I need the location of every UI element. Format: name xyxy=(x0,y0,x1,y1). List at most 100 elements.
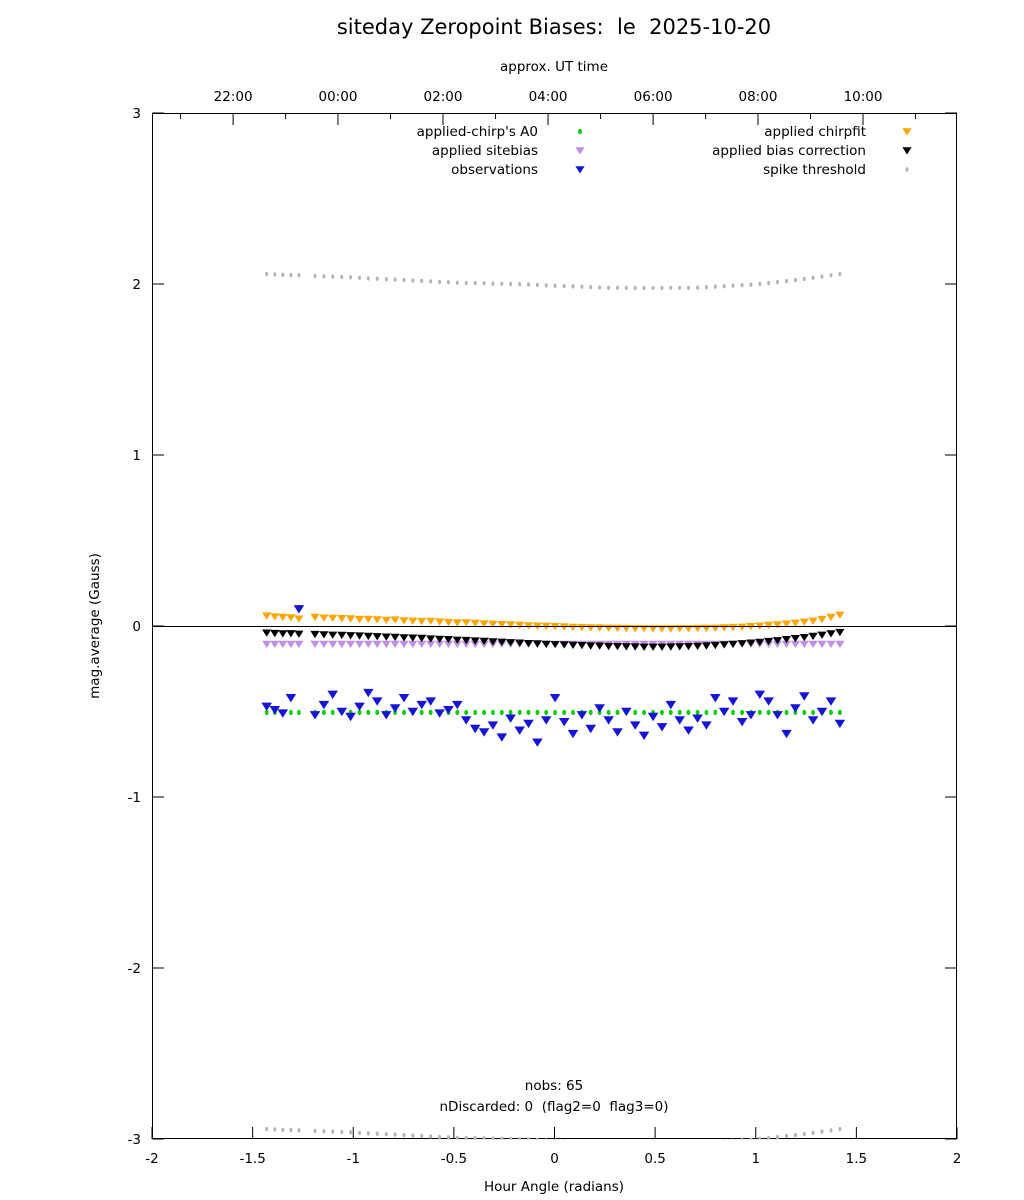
data-point xyxy=(604,624,614,632)
x-tick-label: 0 xyxy=(550,1151,559,1167)
data-point xyxy=(455,709,460,716)
x-tick-label: -1 xyxy=(347,1151,360,1167)
data-point xyxy=(452,700,463,710)
data-point xyxy=(838,709,842,716)
data-point xyxy=(461,619,471,627)
data-point xyxy=(790,704,801,713)
data-point xyxy=(625,1141,628,1145)
data-point xyxy=(686,709,691,716)
data-point xyxy=(340,1129,344,1135)
data-point xyxy=(544,709,549,716)
data-points xyxy=(261,271,846,1145)
data-point xyxy=(586,624,596,632)
data-point xyxy=(428,709,433,716)
data-point xyxy=(799,618,809,626)
nobs-annotation: nobs: 65 xyxy=(525,1078,583,1094)
x2-tick-label: 10:00 xyxy=(844,89,883,105)
legend: applied-chirp's A0 applied sitebias observ… xyxy=(417,124,912,178)
data-point xyxy=(390,640,400,648)
data-point xyxy=(313,1128,317,1134)
x2-axis-title: approx. UT time xyxy=(500,59,608,75)
data-point xyxy=(443,640,453,648)
data-point xyxy=(714,1140,717,1144)
data-point xyxy=(790,635,800,643)
data-point xyxy=(713,709,718,716)
data-point xyxy=(281,1127,285,1133)
data-point xyxy=(790,640,800,648)
data-point xyxy=(473,709,478,716)
data-point xyxy=(408,617,418,625)
data-point xyxy=(346,615,356,623)
data-point xyxy=(826,640,836,648)
data-point xyxy=(668,709,673,716)
x-axis-title: Hour Angle (radians) xyxy=(484,1179,624,1195)
legend-label: applied sitebias xyxy=(432,143,538,159)
data-point xyxy=(633,285,637,291)
data-point xyxy=(719,624,729,632)
data-point xyxy=(624,285,628,291)
data-point xyxy=(389,704,401,713)
legend-label: applied bias correction xyxy=(712,143,866,159)
data-point xyxy=(322,274,326,279)
data-point xyxy=(535,709,540,716)
x2-tick-label: 04:00 xyxy=(529,89,568,105)
data-point xyxy=(710,641,720,650)
data-point xyxy=(514,726,525,735)
data-point xyxy=(497,638,507,646)
data-point xyxy=(603,716,614,725)
data-point xyxy=(589,284,593,290)
data-point xyxy=(354,615,365,624)
data-point xyxy=(553,1138,557,1140)
data-point xyxy=(390,633,400,642)
data-point xyxy=(634,1141,637,1145)
data-point xyxy=(737,623,747,631)
data-point xyxy=(838,271,842,277)
x-tick-label: 2 xyxy=(953,1151,962,1167)
data-point xyxy=(723,1139,726,1140)
data-point xyxy=(393,277,397,282)
data-point xyxy=(549,694,561,703)
data-point xyxy=(509,281,513,287)
data-point xyxy=(820,274,824,279)
data-point xyxy=(704,709,709,716)
data-point xyxy=(535,282,539,288)
data-point xyxy=(661,1141,664,1145)
data-point xyxy=(425,697,436,706)
data-point xyxy=(488,638,498,646)
data-point xyxy=(737,640,747,648)
data-point xyxy=(399,617,409,625)
data-point xyxy=(731,709,735,716)
data-point xyxy=(710,694,721,703)
data-point xyxy=(517,709,522,716)
data-point xyxy=(639,643,649,651)
data-point xyxy=(701,624,711,633)
data-point xyxy=(576,711,588,720)
data-point xyxy=(482,1136,486,1140)
data-point xyxy=(523,640,534,648)
x-tick-label: 1 xyxy=(751,1151,760,1167)
data-point xyxy=(642,285,646,291)
data-point xyxy=(452,640,462,648)
data-point xyxy=(793,1132,797,1138)
data-point xyxy=(630,643,640,651)
data-point xyxy=(499,709,504,716)
data-point xyxy=(825,697,837,706)
data-point xyxy=(648,643,658,651)
data-point xyxy=(443,636,453,644)
data-point xyxy=(704,285,708,290)
data-point xyxy=(784,709,789,716)
data-point xyxy=(443,706,454,715)
data-point xyxy=(776,279,779,285)
data-point xyxy=(366,1131,370,1136)
data-point xyxy=(322,1129,326,1134)
data-point xyxy=(829,1128,833,1133)
data-point xyxy=(817,615,827,624)
data-point xyxy=(508,709,513,716)
y-tick-label: -2 xyxy=(128,961,141,977)
data-point xyxy=(407,707,419,717)
legend-dot-marker-icon xyxy=(905,167,909,172)
data-point xyxy=(523,719,534,729)
data-point xyxy=(470,619,480,628)
